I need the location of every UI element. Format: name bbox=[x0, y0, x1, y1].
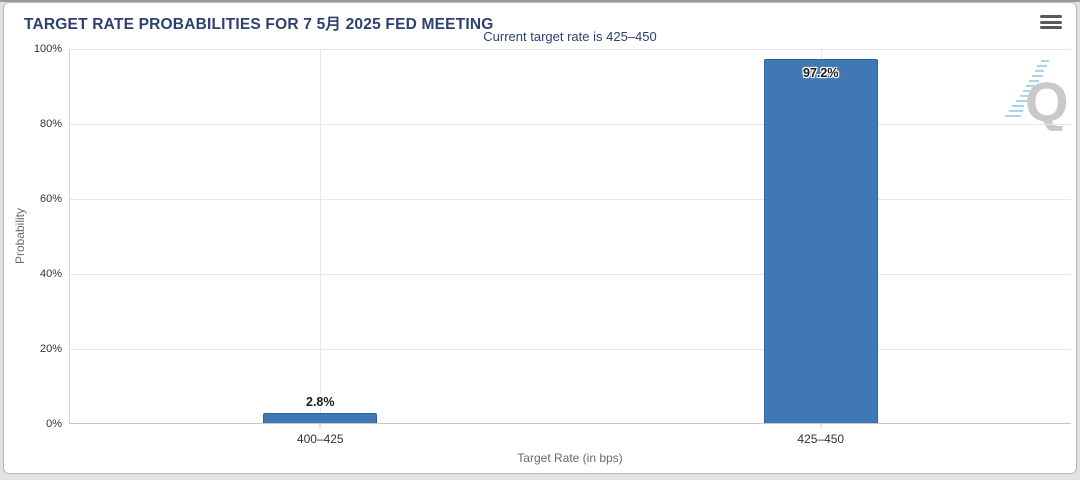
x-axis-title: Target Rate (in bps) bbox=[517, 451, 623, 465]
watermark-logo: Q bbox=[999, 55, 1076, 131]
bar-425-450[interactable] bbox=[763, 58, 878, 423]
gridline-vertical bbox=[320, 49, 322, 423]
bar-400-425[interactable] bbox=[263, 412, 378, 423]
watermark-q-letter: Q bbox=[1025, 70, 1069, 131]
gridline-horizontal bbox=[70, 349, 1071, 350]
gridline-horizontal bbox=[70, 274, 1071, 275]
y-tick-label: 100% bbox=[33, 43, 62, 55]
hamburger-bar bbox=[1040, 26, 1062, 29]
x-tick-label: 400–425 bbox=[296, 432, 344, 446]
watermark-q-graphic: Q bbox=[1005, 60, 1069, 131]
watermark-hatch bbox=[1005, 60, 1049, 117]
window-top-edge bbox=[0, 0, 1080, 2]
x-tick-label: 425–450 bbox=[797, 432, 845, 446]
y-axis-tick-labels: 100% 80% 60% 40% 20% 0% bbox=[4, 43, 62, 430]
x-axis-tick bbox=[820, 423, 822, 428]
bar-value-label: 2.8% bbox=[306, 394, 335, 409]
bar-value-label: 97.2% bbox=[803, 65, 839, 80]
hamburger-menu-icon[interactable] bbox=[1040, 15, 1062, 31]
bar-group-400-425: 2.8% bbox=[263, 49, 378, 423]
y-tick-label: 60% bbox=[39, 193, 62, 205]
x-axis-tick bbox=[319, 423, 321, 428]
gridline-horizontal bbox=[70, 49, 1071, 50]
gridline-horizontal bbox=[70, 199, 1071, 200]
chart-card: TARGET RATE PROBABILITIES FOR 7 5月 2025 … bbox=[3, 2, 1077, 474]
hamburger-bar bbox=[1040, 15, 1062, 18]
chart-subtitle: Current target rate is 425–450 bbox=[483, 29, 657, 44]
y-tick-label: 80% bbox=[39, 118, 62, 130]
plot-area: 2.8% 97.2% 400–425 425–450 bbox=[69, 49, 1071, 446]
gridline-horizontal bbox=[70, 124, 1071, 125]
y-tick-label: 0% bbox=[46, 418, 62, 430]
chart-title: TARGET RATE PROBABILITIES FOR 7 5月 2025 … bbox=[24, 16, 494, 33]
y-tick-label: 20% bbox=[39, 343, 62, 355]
bar-group-425-450: 97.2% bbox=[763, 49, 878, 423]
hamburger-bar bbox=[1040, 20, 1062, 24]
y-tick-label: 40% bbox=[39, 268, 62, 280]
